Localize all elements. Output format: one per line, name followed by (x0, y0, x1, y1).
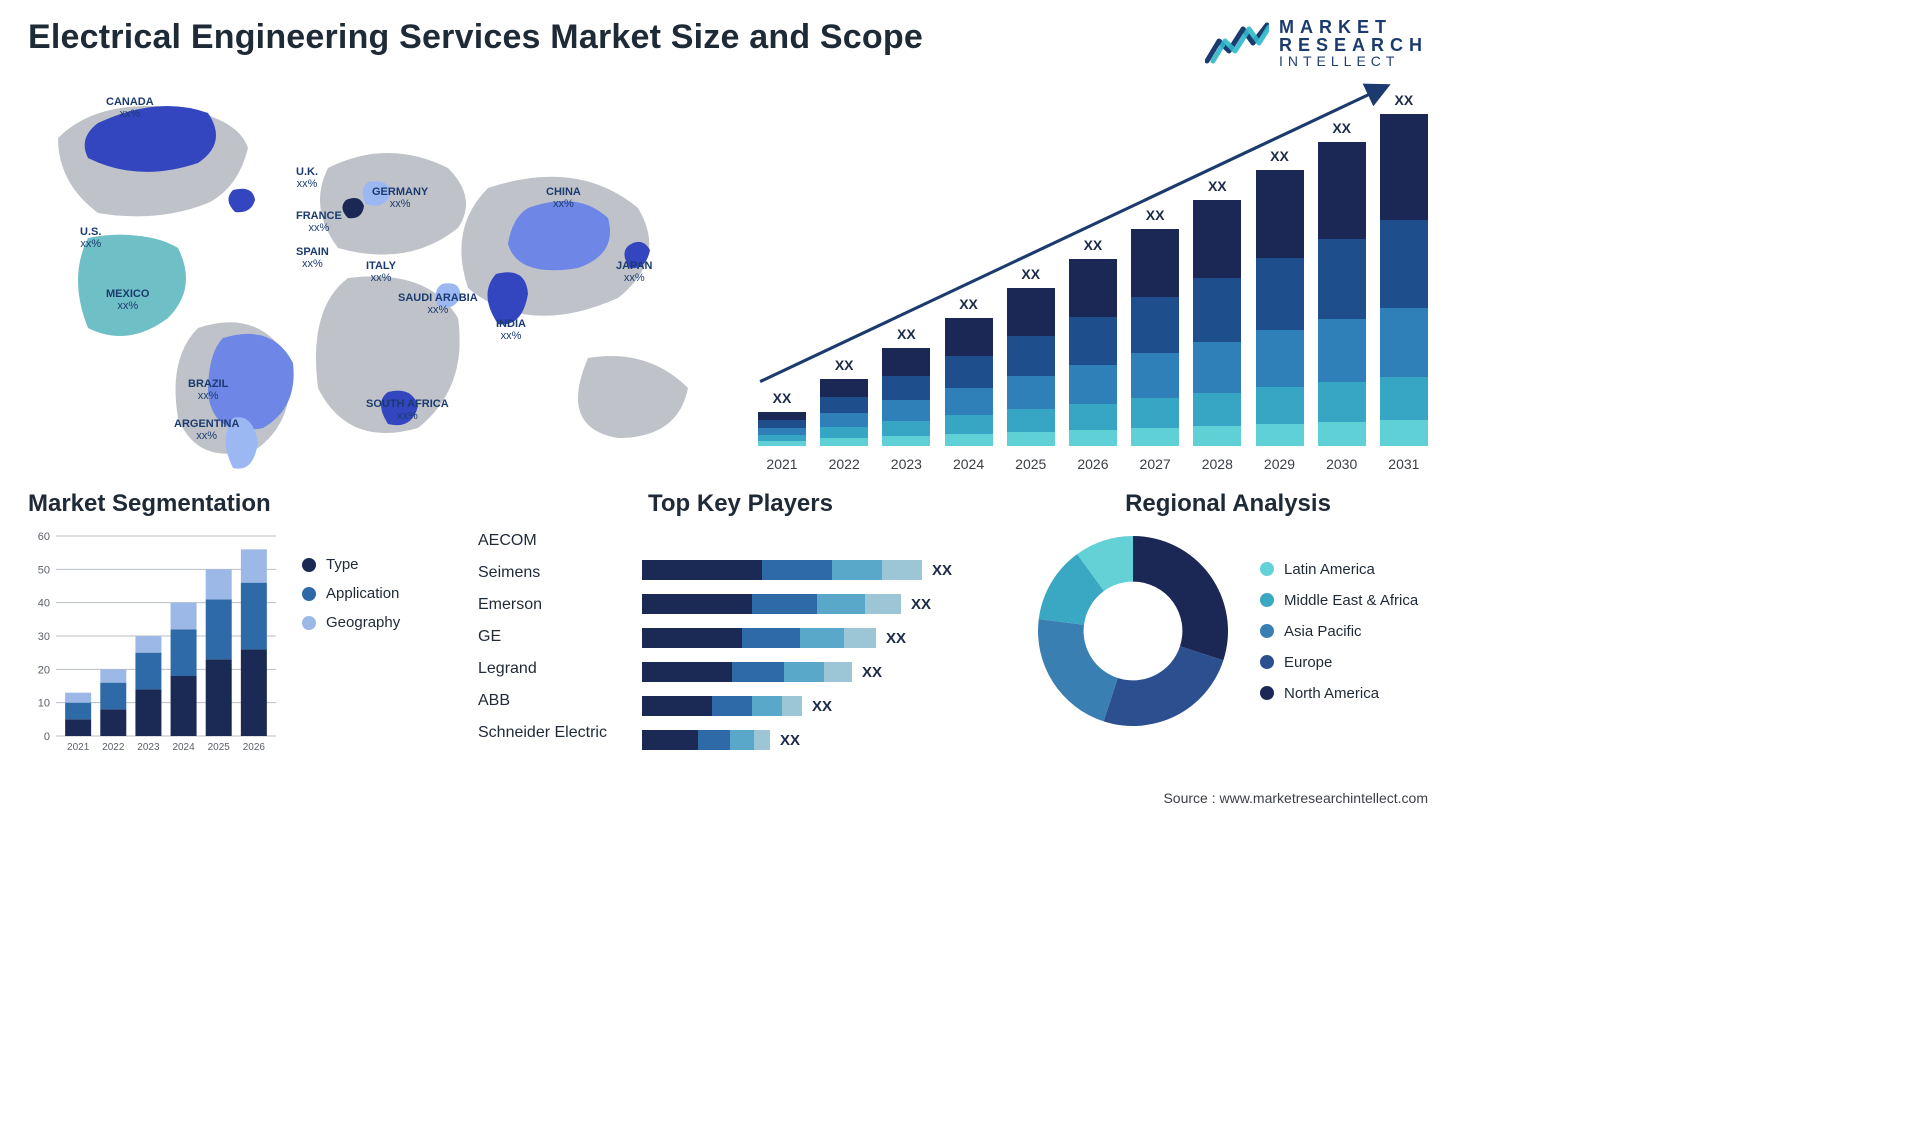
segmentation-panel: Market Segmentation 0 10 20 30 40 50 60 2021 202… (28, 490, 468, 766)
key-player-name: ABB (478, 692, 628, 710)
svg-text:0: 0 (44, 731, 50, 743)
key-player-bar: XX (642, 560, 1018, 580)
map-label: INDIAxx% (496, 318, 526, 342)
svg-text:60: 60 (38, 531, 50, 543)
map-label: BRAZILxx% (188, 378, 228, 402)
key-player-bar: XX (642, 662, 1018, 682)
key-player-name: AECOM (478, 532, 628, 550)
growth-bar: XX (1007, 288, 1055, 446)
legend-item: Type (302, 556, 400, 573)
map-label: SPAINxx% (296, 246, 329, 270)
growth-bar: XX (1256, 170, 1304, 446)
map-label: SAUDI ARABIAxx% (398, 292, 478, 316)
growth-bar: XX (1193, 200, 1241, 446)
logo-mark-icon (1205, 21, 1269, 65)
logo-text-3: INTELLECT (1279, 54, 1428, 68)
growth-bar: XX (1380, 114, 1428, 446)
key-player-name: Legrand (478, 660, 628, 678)
svg-text:2025: 2025 (208, 742, 231, 753)
svg-text:50: 50 (38, 564, 50, 576)
svg-text:2023: 2023 (137, 742, 160, 753)
key-player-bar: XX (642, 730, 1018, 750)
logo-text-2: RESEARCH (1279, 36, 1428, 54)
world-map: CANADAxx% U.S.xx% MEXICOxx% BRAZILxx% ARGENT… (28, 78, 728, 478)
svg-text:2024: 2024 (172, 742, 195, 753)
map-label: GERMANYxx% (372, 186, 428, 210)
legend-item: Latin America (1260, 561, 1418, 578)
key-player-bar: XX (642, 628, 1018, 648)
growth-bar: XX (945, 318, 993, 446)
key-players-chart: XX XX XX XX XX XX (642, 560, 1018, 750)
map-label: U.S.xx% (80, 226, 101, 250)
key-players-list: AECOM Seimens Emerson GE Legrand ABB Schneider… (478, 532, 628, 750)
map-label: JAPANxx% (616, 260, 652, 284)
growth-bar: XX (1069, 259, 1117, 446)
regional-legend: Latin America Middle East & Africa Asia Pa… (1260, 561, 1418, 702)
regional-donut-chart (1028, 526, 1238, 736)
growth-bar: XX (758, 412, 806, 446)
regional-title: Regional Analysis (1028, 490, 1428, 518)
source-attribution: Source : www.marketresearchintellect.com (1163, 790, 1428, 806)
map-label: ARGENTINAxx% (174, 418, 239, 442)
key-player-bar: XX (642, 594, 1018, 614)
svg-text:2021: 2021 (67, 742, 90, 753)
legend-item: Application (302, 585, 400, 602)
legend-item: Europe (1260, 654, 1418, 671)
svg-text:40: 40 (38, 598, 50, 610)
growth-stacked-bar-chart: XXXXXXXXXXXXXXXXXXXXXX 20212022202320242… (758, 78, 1428, 478)
map-label: MEXICOxx% (106, 288, 149, 312)
key-player-name: Schneider Electric (478, 724, 628, 742)
key-player-bar: XX (642, 696, 1018, 716)
logo-text-1: MARKET (1279, 18, 1428, 36)
brand-logo: MARKET RESEARCH INTELLECT (1205, 18, 1428, 68)
map-label: ITALYxx% (366, 260, 396, 284)
key-player-name: GE (478, 628, 628, 646)
svg-text:20: 20 (38, 664, 50, 676)
map-label: CANADAxx% (106, 96, 154, 120)
map-label: CHINAxx% (546, 186, 581, 210)
svg-text:2022: 2022 (102, 742, 125, 753)
growth-bar: XX (820, 379, 868, 446)
key-players-panel: Top Key Players AECOM Seimens Emerson GE Leg… (478, 490, 1018, 766)
svg-text:2026: 2026 (243, 742, 266, 753)
segmentation-legend: Type Application Geography (302, 556, 400, 766)
growth-bar: XX (1318, 142, 1366, 446)
key-player-name: Emerson (478, 596, 628, 614)
legend-item: Asia Pacific (1260, 623, 1418, 640)
legend-item: Middle East & Africa (1260, 592, 1418, 609)
growth-bar: XX (1131, 229, 1179, 446)
segmentation-title: Market Segmentation (28, 490, 468, 518)
growth-bar: XX (882, 348, 930, 446)
map-label: SOUTH AFRICAxx% (366, 398, 449, 422)
key-player-name: Seimens (478, 564, 628, 582)
key-players-title: Top Key Players (648, 490, 1018, 518)
map-label: FRANCExx% (296, 210, 342, 234)
legend-item: Geography (302, 614, 400, 631)
map-label: U.K.xx% (296, 166, 318, 190)
legend-item: North America (1260, 685, 1418, 702)
page-title: Electrical Engineering Services Market S… (28, 18, 923, 57)
regional-panel: Regional Analysis Latin America Middle Ea… (1028, 490, 1428, 766)
segmentation-chart: 0 10 20 30 40 50 60 2021 2022 2023 2024 2025 2026 (28, 526, 288, 766)
svg-text:10: 10 (38, 698, 50, 710)
svg-text:30: 30 (38, 631, 50, 643)
